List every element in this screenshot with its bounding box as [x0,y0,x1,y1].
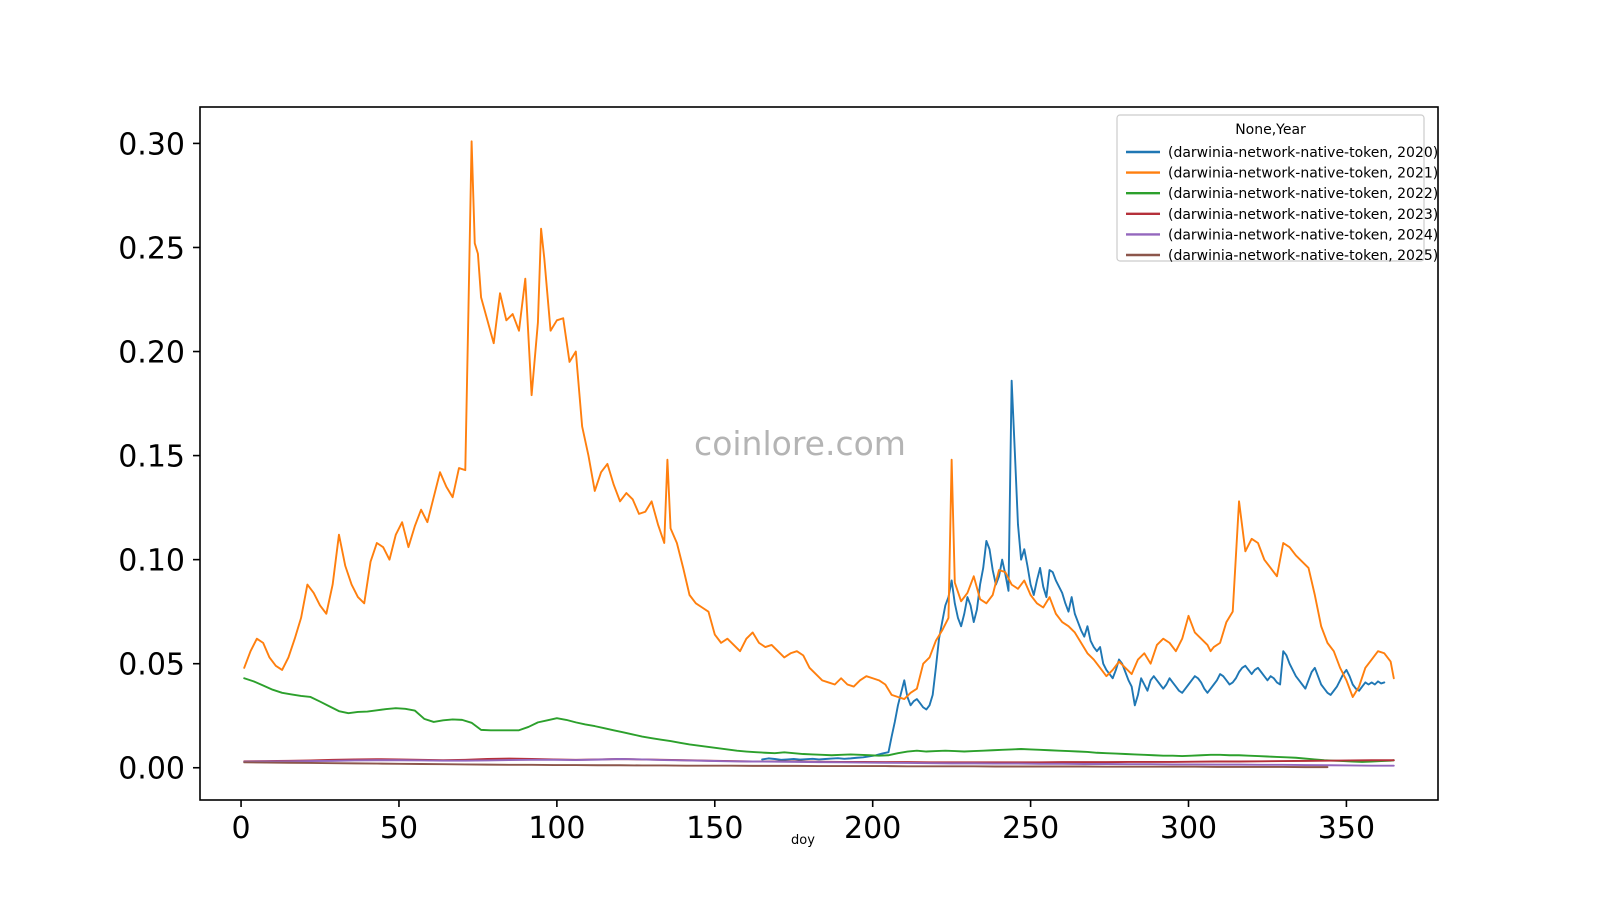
x-tick-label: 350 [1318,811,1375,846]
x-axis-title: doy [791,833,815,848]
legend-label-2025: (darwinia-network-native-token, 2025) [1168,248,1438,264]
y-tick-label: 0.05 [118,648,185,683]
series-lines [243,140,1395,769]
series-line-2025 [243,761,1329,769]
legend-label-2020: (darwinia-network-native-token, 2020) [1168,145,1438,161]
y-axis-ticks: 0.00 0.05 0.10 0.15 0.20 0.25 0.30 [118,127,200,787]
x-tick-label: 300 [1160,811,1217,846]
y-tick-label: 0.10 [118,544,185,579]
x-axis-ticks: 0 50 100 150 200 250 300 350 [232,800,1375,846]
legend-background [1116,114,1425,262]
y-tick-label: 0.20 [118,336,185,371]
series-line-2020 [761,379,1386,761]
y-tick-label: 0.15 [118,440,185,475]
series-line-2021 [243,140,1395,701]
y-tick-label: 0.00 [118,752,185,787]
legend[interactable]: None,Year (darwinia-network-native-token,… [1116,114,1438,264]
legend-label-2022: (darwinia-network-native-token, 2022) [1168,186,1438,202]
legend-label-2024: (darwinia-network-native-token, 2024) [1168,227,1438,243]
x-tick-label: 250 [1002,811,1059,846]
y-tick-label: 0.25 [118,231,185,266]
legend-label-2023: (darwinia-network-native-token, 2023) [1168,207,1438,223]
series-line-2022 [243,677,1395,763]
x-tick-label: 0 [232,811,251,846]
x-tick-label: 50 [380,811,418,846]
legend-label-2021: (darwinia-network-native-token, 2021) [1168,166,1438,182]
legend-title: None,Year [1235,122,1306,138]
axes-spines [199,106,1439,801]
y-tick-label: 0.30 [118,127,185,162]
x-tick-label: 150 [686,811,743,846]
watermark-label: coinlore.com [694,424,906,463]
series-line-2024 [243,758,1395,767]
x-tick-label: 100 [528,811,585,846]
x-tick-label: 200 [844,811,901,846]
plot-frame [199,106,1439,801]
